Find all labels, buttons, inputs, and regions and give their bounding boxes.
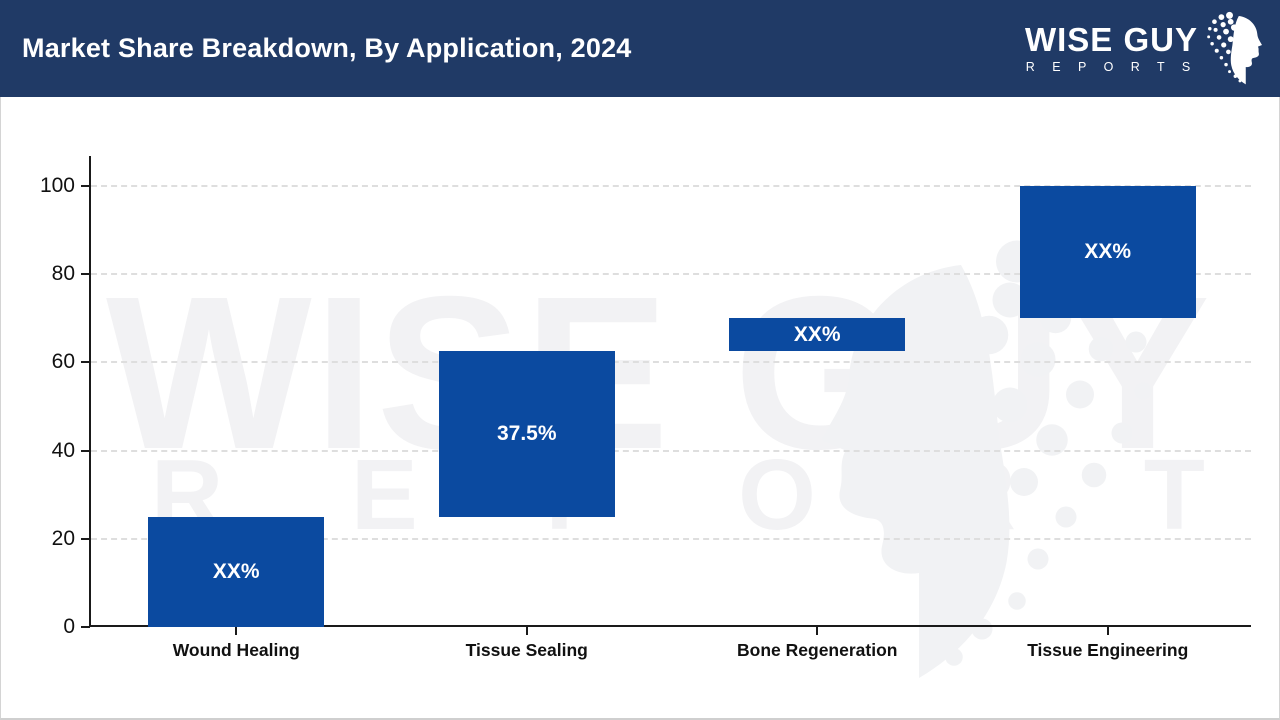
- y-axis-tick-label: 100: [39, 174, 75, 197]
- x-axis-category-label: Bone Regeneration: [737, 640, 898, 660]
- gridline: [91, 537, 1251, 540]
- y-axis-tick-label: 20: [51, 526, 75, 550]
- gridline: [91, 185, 1251, 187]
- dot-face-logo-icon: [1207, 11, 1262, 84]
- bar-wound-healing: XX%: [148, 516, 325, 627]
- watermark-subtitle: R E P O R T S: [151, 439, 1279, 551]
- y-axis-tick: [81, 185, 90, 187]
- logo-subtitle: R E P O R T S: [1025, 60, 1198, 75]
- bar-value-label: 37.5%: [496, 422, 557, 446]
- y-axis-tick: [81, 626, 90, 628]
- y-axis-tick-label: 40: [51, 438, 75, 462]
- header-bar: Market Share Breakdown, By Application, …: [0, 0, 1280, 97]
- y-axis-tick: [81, 449, 90, 452]
- logo-wordmark: WISE GUY: [1024, 21, 1198, 59]
- wise-guy-logo: WISE GUY R E P O R T S: [1025, 11, 1262, 87]
- bar-value-label: XX%: [793, 322, 841, 346]
- y-axis-tick: [81, 361, 90, 364]
- y-axis-tick-label: 60: [51, 350, 75, 374]
- page-title: Market Share Breakdown, By Application, …: [22, 33, 632, 63]
- gridline: [91, 449, 1251, 452]
- bar-value-label: XX%: [212, 559, 260, 583]
- x-axis-tick: [525, 627, 528, 635]
- y-axis-tick: [81, 273, 90, 276]
- x-axis-tick: [816, 627, 819, 635]
- x-axis-category-label: Wound Healing: [172, 640, 300, 660]
- logo-text: WISE GUY R E P O R T S: [1025, 23, 1198, 74]
- y-axis-tick-label: 80: [51, 262, 75, 286]
- x-axis-tick: [1106, 627, 1109, 635]
- plot-area: 0 20 40 60 80 100 XX% Wound Healing 37.5% Tissue …: [40, 156, 1251, 660]
- gridline: [91, 361, 1251, 364]
- bar-value-label: XX%: [1084, 240, 1132, 264]
- bar-bone-regeneration: XX%: [729, 318, 906, 352]
- x-axis-tick: [235, 627, 238, 635]
- y-axis-tick-label: 0: [63, 615, 75, 638]
- chart-canvas: WISE GUY R E P O R T S 020406080100XX%Wo…: [0, 97, 1280, 720]
- bar-tissue-engineering: XX%: [1019, 186, 1196, 319]
- y-axis-tick: [81, 537, 90, 540]
- x-axis-category-label: Tissue Engineering: [1027, 640, 1189, 660]
- x-axis-category-label: Tissue Sealing: [465, 640, 588, 660]
- bar-tissue-sealing: 37.5%: [438, 351, 615, 517]
- gridline: [91, 273, 1251, 276]
